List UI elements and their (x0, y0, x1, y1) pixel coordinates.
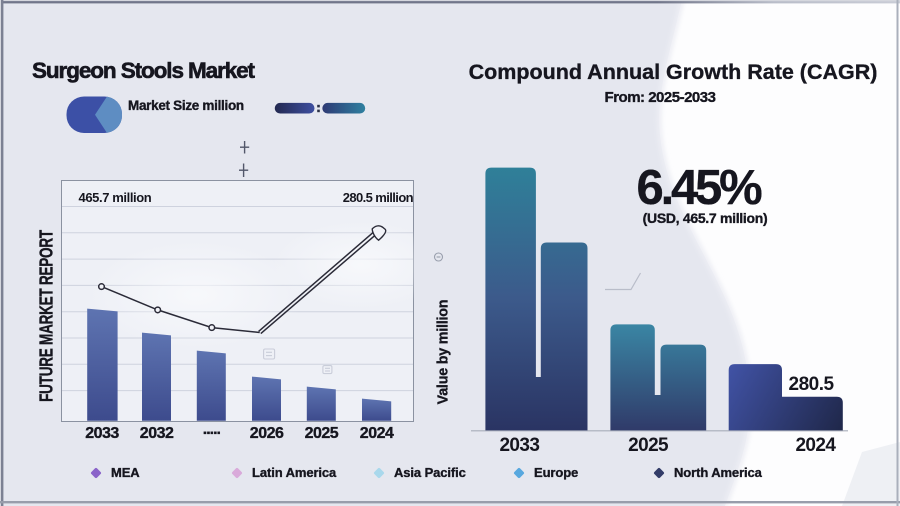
svg-text:2033: 2033 (499, 435, 539, 456)
svg-text:2024: 2024 (795, 435, 836, 456)
svg-text:280.5: 280.5 (789, 374, 835, 395)
svg-text:2025: 2025 (628, 435, 669, 456)
svg-text:465.7 million: 465.7 million (79, 190, 152, 205)
svg-text:280.5 million: 280.5 million (343, 190, 414, 205)
